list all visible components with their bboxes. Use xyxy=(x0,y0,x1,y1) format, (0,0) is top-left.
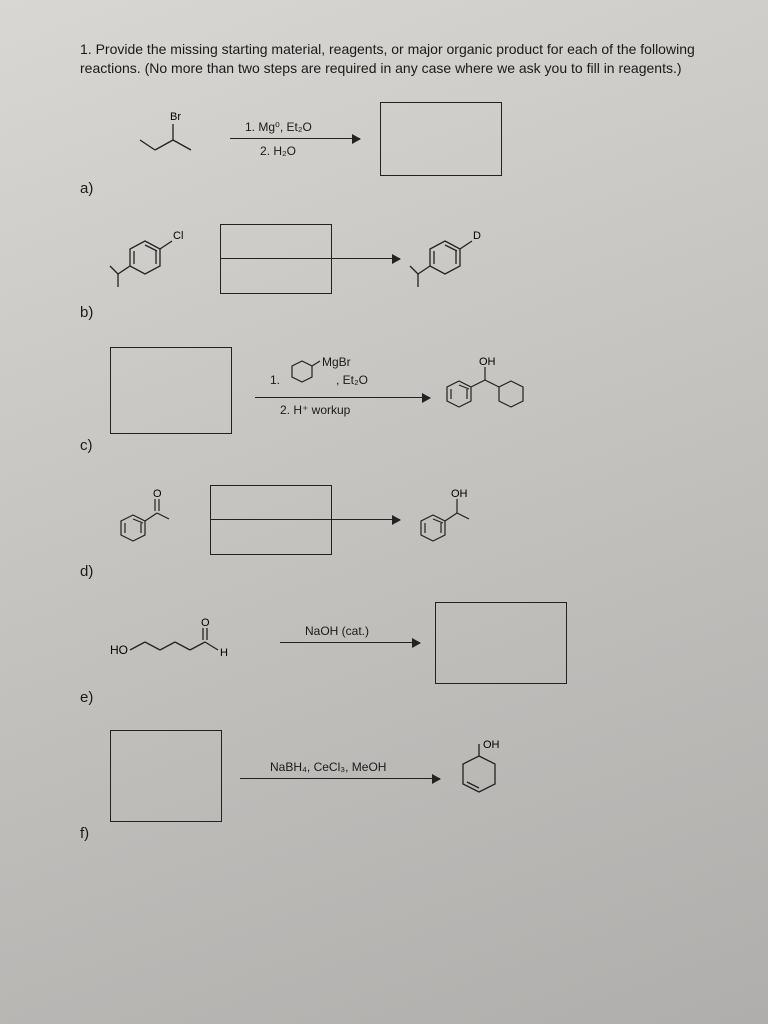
part-f-label: f) xyxy=(80,825,89,842)
c-oh-label: OH xyxy=(479,356,496,368)
part-c-label: c) xyxy=(80,437,93,454)
a-arrow xyxy=(230,138,360,140)
e-ho-label: HO xyxy=(110,643,128,657)
a-product-box[interactable] xyxy=(380,102,502,176)
part-e: e) HO O H NaOH (cat.) xyxy=(80,594,708,714)
e-reagent: NaOH (cat.) xyxy=(305,624,369,638)
part-b: b) Cl D xyxy=(80,216,708,331)
d-start-structure: O xyxy=(115,485,185,555)
e-o-label: O xyxy=(201,617,210,629)
a-start-structure: Br xyxy=(140,110,210,160)
c-grignard-ring xyxy=(290,357,324,387)
question-text: 1. Provide the missing starting material… xyxy=(80,40,708,78)
e-start-structure: HO O H xyxy=(110,616,260,671)
c-start-box[interactable] xyxy=(110,347,232,434)
part-a-label: a) xyxy=(80,180,93,197)
c-reagent1-solvent: , Et₂O xyxy=(336,373,368,387)
d-o-label: O xyxy=(153,488,162,500)
a-br-label: Br xyxy=(170,111,181,123)
part-f: f) NaBH₄, CeCl₃, MeOH OH xyxy=(80,720,708,850)
f-start-box[interactable] xyxy=(110,730,222,822)
f-oh-label: OH xyxy=(483,739,500,751)
d-oh-label: OH xyxy=(451,488,468,500)
question-number: 1. xyxy=(80,41,92,57)
a-reagent2: 2. H₂O xyxy=(260,144,296,158)
c-reagent1-prefix: 1. xyxy=(270,373,280,387)
c-product-structure: OH xyxy=(445,355,575,425)
a-reagent1: 1. Mg⁰, Et₂O xyxy=(245,120,312,134)
part-d: d) O OH xyxy=(80,473,708,588)
e-h-label: H xyxy=(220,647,228,659)
f-product-structure: OH xyxy=(455,742,525,812)
part-e-label: e) xyxy=(80,689,93,706)
part-d-label: d) xyxy=(80,563,93,580)
f-reagent: NaBH₄, CeCl₃, MeOH xyxy=(270,760,386,774)
b-cl-label: Cl xyxy=(173,230,183,242)
d-arrow xyxy=(210,519,400,521)
part-a: a) Br 1. Mg⁰, Et₂O 2. H₂O xyxy=(80,100,708,210)
f-arrow xyxy=(240,778,440,780)
b-product-structure: D xyxy=(410,221,500,301)
b-arrow xyxy=(220,258,400,260)
b-start-structure: Cl xyxy=(110,221,200,301)
part-c: c) 1. MgBr , Et₂O 2. H⁺ workup OH xyxy=(80,337,708,467)
worksheet-page: 1. Provide the missing starting material… xyxy=(0,0,768,1024)
question-body: Provide the missing starting material, r… xyxy=(80,41,695,76)
c-arrow xyxy=(255,397,430,399)
e-product-box[interactable] xyxy=(435,602,567,684)
c-reagent2: 2. H⁺ workup xyxy=(280,403,350,417)
e-arrow xyxy=(280,642,420,644)
part-b-label: b) xyxy=(80,304,93,321)
b-d-label: D xyxy=(473,230,481,242)
d-product-structure: OH xyxy=(415,485,495,555)
c-reagent1-mgbr: MgBr xyxy=(322,355,351,369)
